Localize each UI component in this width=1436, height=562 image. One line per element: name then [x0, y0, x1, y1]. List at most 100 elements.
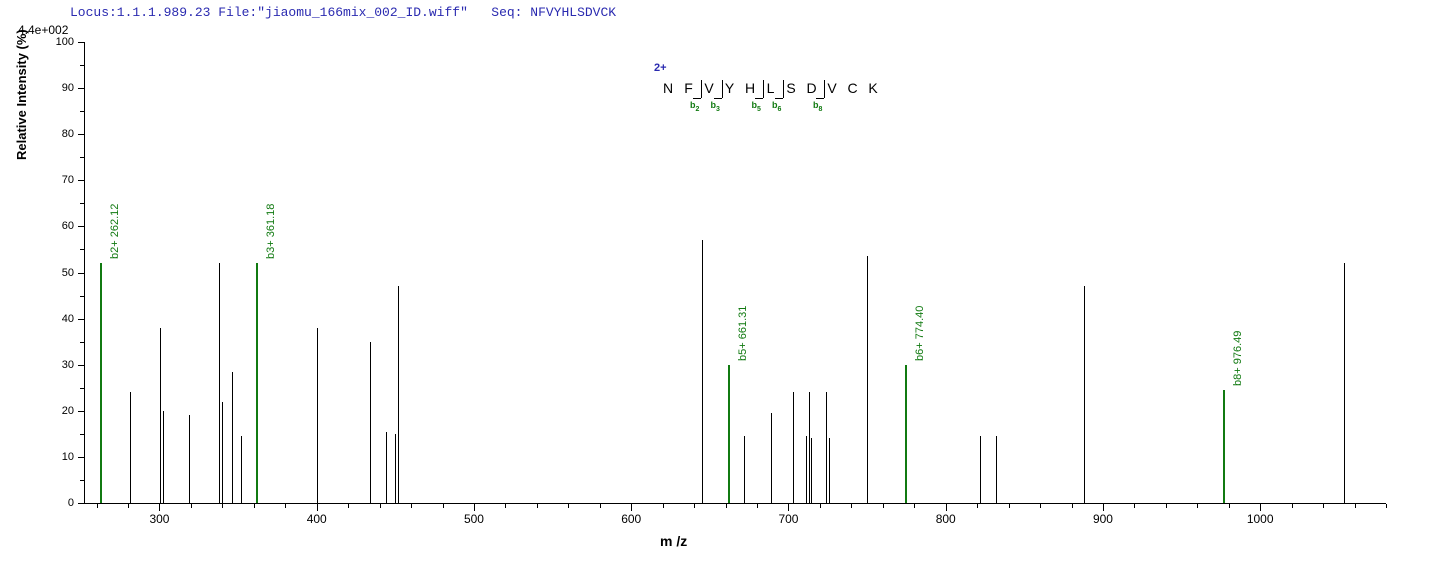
y-tick [78, 88, 84, 90]
peak[interactable] [1084, 286, 1086, 503]
x-tick [882, 504, 884, 508]
fragment-tick-horizontal [816, 98, 824, 99]
x-tick [631, 504, 633, 511]
peak-label: b6+ 774.40 [914, 305, 927, 361]
peak[interactable] [744, 436, 746, 503]
peak[interactable] [162, 410, 164, 503]
y-tick [78, 134, 84, 136]
fragment-ion-peak[interactable] [905, 364, 908, 503]
peak[interactable] [811, 438, 813, 503]
x-tick [190, 504, 192, 508]
peak[interactable] [129, 392, 131, 503]
peak[interactable] [241, 436, 243, 503]
peak[interactable] [160, 327, 162, 503]
x-tick [945, 504, 947, 511]
peak[interactable] [394, 433, 396, 503]
fragment-ion-peak[interactable] [255, 263, 258, 503]
peak[interactable] [189, 415, 191, 503]
sequence-residue: K [868, 80, 878, 96]
x-tick [1354, 504, 1356, 508]
x-tick [1134, 504, 1136, 508]
peak[interactable] [793, 392, 795, 503]
fragment-tick-vertical [783, 80, 784, 98]
fragment-tick-vertical [824, 80, 825, 98]
y-axis-title: Relative Intensity (%) [14, 29, 29, 160]
peak-label: b8+ 976.49 [1232, 330, 1245, 387]
fragment-tick-vertical [701, 80, 702, 98]
x-tick [1260, 504, 1262, 511]
y-tick [80, 433, 84, 435]
fragment-ion-peak[interactable] [727, 364, 730, 503]
x-tick [379, 504, 381, 508]
y-tick [80, 387, 84, 389]
x-axis-line [84, 503, 1386, 504]
x-tick [725, 504, 727, 508]
peak[interactable] [219, 263, 221, 503]
peak[interactable] [808, 392, 810, 503]
y-tick-label: 60 [61, 220, 74, 233]
peak[interactable] [980, 436, 982, 503]
x-tick [505, 504, 507, 508]
fragment-ion-label: b3 [710, 100, 720, 113]
x-tick [694, 504, 696, 508]
peak[interactable] [829, 438, 831, 503]
x-tick [128, 504, 130, 508]
fragment-ion-label: b6 [772, 100, 782, 113]
y-tick-label: 0 [67, 497, 74, 509]
precursor-charge-label: 2+ [654, 62, 667, 74]
x-tick [536, 504, 538, 508]
sequence-residue: S [786, 80, 796, 96]
y-axis-line [84, 42, 85, 504]
y-tick [78, 42, 84, 43]
peak[interactable] [996, 436, 998, 503]
x-tick [1008, 504, 1010, 508]
x-tick [914, 504, 916, 508]
sequence-residue: D [806, 80, 817, 96]
x-tick [348, 504, 350, 508]
x-tick [411, 504, 413, 508]
peak[interactable] [867, 256, 869, 503]
x-tick [222, 504, 224, 508]
x-tick [316, 504, 318, 511]
peak[interactable] [385, 431, 387, 503]
y-tick [78, 180, 84, 182]
y-tick [80, 111, 84, 113]
peak[interactable] [701, 240, 703, 503]
x-tick-label: 700 [778, 512, 799, 526]
peak[interactable] [805, 436, 807, 503]
y-tick-label: 70 [61, 174, 74, 187]
x-tick [568, 504, 570, 508]
x-tick [1386, 504, 1387, 508]
plot-area: 0 10 20 30 40 50 60 70 80 90 100 300 400 500 600 700 80… [56, 37, 1387, 526]
y-tick [78, 364, 84, 366]
fragment-tick-vertical [721, 80, 723, 98]
fragment-tick-horizontal [713, 98, 722, 99]
peak[interactable] [771, 413, 773, 503]
peak-label: b5+ 661.31 [736, 305, 749, 361]
y-tick-label: 30 [61, 358, 74, 371]
peak[interactable] [398, 286, 400, 503]
sequence-residue: Y [724, 80, 735, 96]
peak[interactable] [370, 341, 372, 503]
y-tick-label: 100 [55, 36, 74, 48]
x-tick [599, 504, 601, 508]
y-tick-label: 90 [61, 82, 74, 95]
peak[interactable] [1343, 263, 1345, 503]
fragment-ion-peak[interactable] [99, 263, 102, 503]
x-tick [159, 504, 161, 511]
x-tick [757, 504, 758, 508]
peak[interactable] [221, 401, 223, 503]
x-tick [851, 504, 853, 508]
y-tick [80, 479, 84, 481]
fragment-ion-peak[interactable] [1223, 390, 1226, 503]
x-tick [819, 504, 821, 508]
peak[interactable] [231, 371, 233, 503]
peak[interactable] [316, 327, 318, 503]
y-tick [80, 341, 84, 343]
y-tick [78, 318, 84, 320]
fragment-ion-label: b2 [690, 100, 700, 113]
y-tick-label: 20 [61, 404, 74, 417]
peak-label: b3+ 361.18 [264, 203, 277, 260]
peak[interactable] [826, 392, 828, 503]
